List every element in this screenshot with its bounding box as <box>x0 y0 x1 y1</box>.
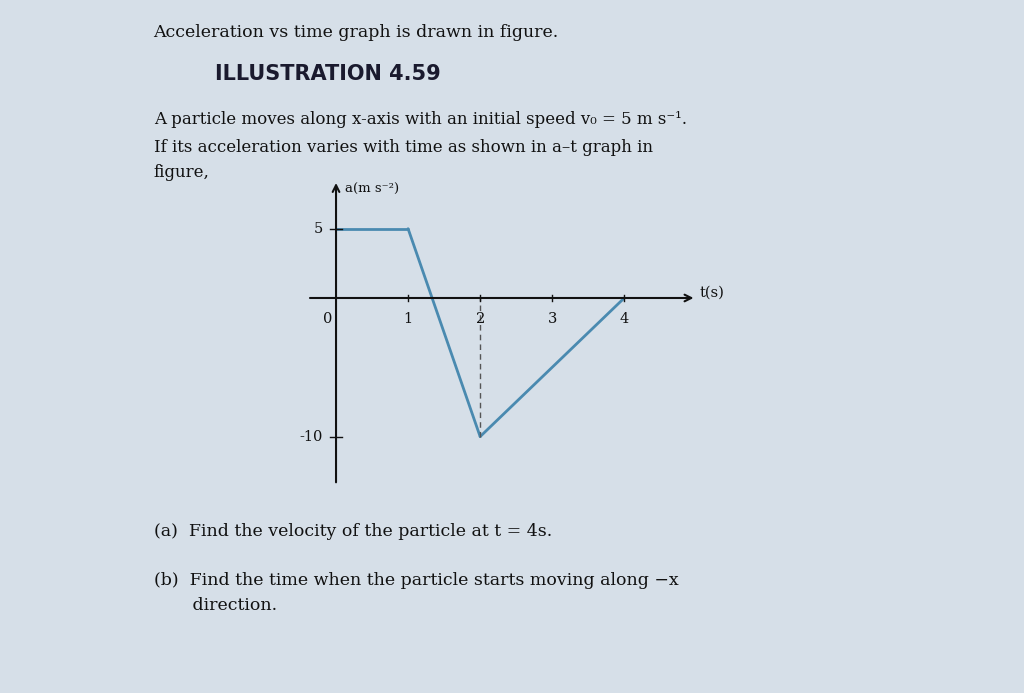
Text: -10: -10 <box>300 430 323 444</box>
Text: A particle moves along x-axis with an initial speed v₀ = 5 m s⁻¹.: A particle moves along x-axis with an in… <box>154 111 687 128</box>
Text: 3: 3 <box>548 312 557 326</box>
Text: a(m s⁻²): a(m s⁻²) <box>345 183 398 196</box>
Text: (b)  Find the time when the particle starts moving along −x: (b) Find the time when the particle star… <box>154 572 678 589</box>
Text: t(s): t(s) <box>700 286 725 299</box>
Text: 4: 4 <box>620 312 629 326</box>
Text: 5: 5 <box>313 222 323 236</box>
Text: 2: 2 <box>475 312 484 326</box>
Text: direction.: direction. <box>154 597 276 615</box>
Text: 0: 0 <box>323 312 332 326</box>
Text: If its acceleration varies with time as shown in a–t graph in: If its acceleration varies with time as … <box>154 139 652 156</box>
Text: (a)  Find the velocity of the particle at t = 4s.: (a) Find the velocity of the particle at… <box>154 523 552 541</box>
Text: figure,: figure, <box>154 164 210 182</box>
Text: Acceleration vs time graph is drawn in figure.: Acceleration vs time graph is drawn in f… <box>154 24 559 42</box>
Text: ILLUSTRATION 4.59: ILLUSTRATION 4.59 <box>215 64 440 85</box>
Text: 1: 1 <box>403 312 413 326</box>
